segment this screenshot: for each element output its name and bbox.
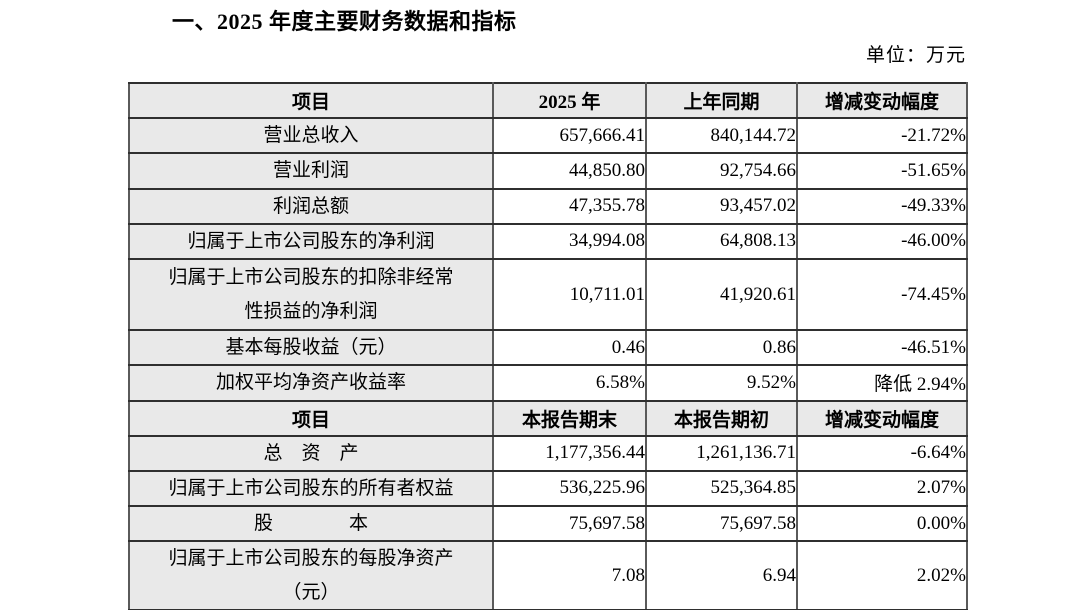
row-current-value: 657,666.41 [492,116,647,155]
row-prior-value: 75,697.58 [645,504,798,543]
table-row-basic-eps: 基本每股收益（元） 0.46 0.86 -46.51% [128,328,968,367]
row-prior-value: 0.86 [645,328,798,367]
table-row-operating-profit: 营业利润 44,850.80 92,754.66 -51.65% [128,152,968,190]
row-prior-value: 92,754.66 [645,152,798,190]
unit-note: 单位：万元 [865,45,966,66]
row-prior-value: 1,261,136.71 [645,434,798,472]
row-item-label: 营业利润 [128,152,494,190]
row-item-label: 归属于上市公司股东的净利润 [128,222,494,261]
section-title: 一、2025 年度主要财务数据和指标 [172,9,517,34]
table-header-row-period: 项目 本报告期末 本报告期初 增减变动幅度 [128,399,968,437]
row-current-value: 44,850.80 [492,152,647,190]
row-change-value: 2.02% [796,540,968,610]
row-item-label: 股 本 [128,504,494,543]
table-row-net-profit-excl-nonrecurring: 归属于上市公司股东的扣除非经常 性损益的净利润 10,711.01 41,920… [128,258,968,331]
header-item: 项目 [128,82,494,119]
row-item-label: 归属于上市公司股东的每股净资产 （元） [128,540,494,610]
row-item-label: 加权平均净资产收益率 [128,364,494,402]
header-item: 项目 [128,399,494,437]
row-change-value: -74.45% [796,258,968,331]
header-current-year: 2025 年 [492,82,647,119]
row-prior-value: 6.94 [645,540,798,610]
row-item-label: 归属于上市公司股东的所有者权益 [128,469,494,508]
row-item-label: 总 资 产 [128,434,494,472]
row-current-value: 34,994.08 [492,222,647,261]
table-row-net-assets-per-share: 归属于上市公司股东的每股净资产 （元） 7.08 6.94 2.02% [128,540,968,610]
row-prior-value: 9.52% [645,364,798,402]
header-prior-period: 上年同期 [645,82,798,119]
table-row-total-assets: 总 资 产 1,177,356.44 1,261,136.71 -6.64% [128,434,968,472]
row-change-value: -46.51% [796,328,968,367]
header-change: 增减变动幅度 [796,82,968,119]
row-item-label: 归属于上市公司股东的扣除非经常 性损益的净利润 [128,258,494,331]
row-current-value: 75,697.58 [492,504,647,543]
table-row-weighted-avg-roe: 加权平均净资产收益率 6.58% 9.52% 降低 2.94% [128,364,968,402]
row-change-value: -6.64% [796,434,968,472]
row-item-label: 基本每股收益（元） [128,328,494,367]
row-prior-value: 41,920.61 [645,258,798,331]
row-prior-value: 93,457.02 [645,187,798,225]
row-item-label: 利润总额 [128,187,494,225]
row-prior-value: 840,144.72 [645,116,798,155]
row-change-value: 2.07% [796,469,968,508]
table-row-net-profit-attributable: 归属于上市公司股东的净利润 34,994.08 64,808.13 -46.00… [128,222,968,261]
row-change-value: 降低 2.94% [796,364,968,402]
row-change-value: 0.00% [796,504,968,543]
row-prior-value: 64,808.13 [645,222,798,261]
row-change-value: -51.65% [796,152,968,190]
financial-indicators-table: 项目 2025 年 上年同期 增减变动幅度 营业总收入 657,666.41 8… [128,82,968,610]
row-change-value: -21.72% [796,116,968,155]
row-current-value: 6.58% [492,364,647,402]
table-row-equity-attributable: 归属于上市公司股东的所有者权益 536,225.96 525,364.85 2.… [128,469,968,508]
row-current-value: 536,225.96 [492,469,647,508]
row-current-value: 47,355.78 [492,187,647,225]
header-change: 增减变动幅度 [796,399,968,437]
table-row-share-capital: 股 本 75,697.58 75,697.58 0.00% [128,504,968,543]
row-item-label: 营业总收入 [128,116,494,155]
table-row-total-profit: 利润总额 47,355.78 93,457.02 -49.33% [128,187,968,225]
row-current-value: 10,711.01 [492,258,647,331]
header-period-begin: 本报告期初 [645,399,798,437]
row-current-value: 1,177,356.44 [492,434,647,472]
row-prior-value: 525,364.85 [645,469,798,508]
row-change-value: -46.00% [796,222,968,261]
row-current-value: 0.46 [492,328,647,367]
table-row-total-revenue: 营业总收入 657,666.41 840,144.72 -21.72% [128,116,968,155]
row-current-value: 7.08 [492,540,647,610]
table-header-row-annual: 项目 2025 年 上年同期 增减变动幅度 [128,82,968,119]
header-period-end: 本报告期末 [492,399,647,437]
row-change-value: -49.33% [796,187,968,225]
